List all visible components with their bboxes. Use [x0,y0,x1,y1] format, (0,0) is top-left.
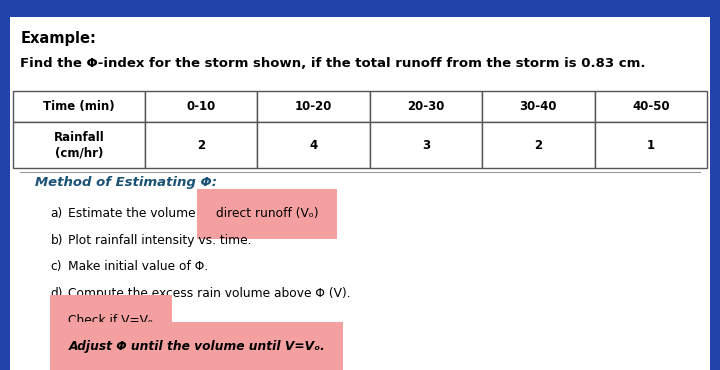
Bar [482,91,595,122]
Text: Check if V=Vₒ: Check if V=Vₒ [68,314,153,327]
Text: Time (min): Time (min) [43,100,114,113]
Bar [595,122,707,168]
Text: Example:: Example: [20,31,96,47]
Text: c): c) [50,260,62,273]
Text: Make initial value of Φ.: Make initial value of Φ. [68,260,209,273]
Bar [145,122,257,168]
Text: e): e) [50,314,63,327]
Text: Rainfall
(cm/hr): Rainfall (cm/hr) [53,131,104,159]
Text: Adjust Φ until the volume until V=Vₒ.: Adjust Φ until the volume until V=Vₒ. [68,340,325,353]
Text: 3: 3 [422,139,430,152]
Bar [482,122,595,168]
Text: d): d) [50,287,63,300]
Text: Estimate the volume of: Estimate the volume of [68,207,216,220]
Bar [257,91,369,122]
Text: Method of Estimating Φ:: Method of Estimating Φ: [35,176,217,189]
Bar [257,122,369,168]
Bar [369,91,482,122]
Text: 40-50: 40-50 [632,100,670,113]
Text: 20-30: 20-30 [408,100,444,113]
Text: Plot rainfall intensity vs. time.: Plot rainfall intensity vs. time. [68,234,252,247]
Text: b): b) [50,234,63,247]
Bar [13,91,145,122]
Text: direct runoff (Vₒ): direct runoff (Vₒ) [216,207,318,220]
Text: 0-10: 0-10 [186,100,215,113]
Bar [369,122,482,168]
Text: Find the Φ-index for the storm shown, if the total runoff from the storm is 0.83: Find the Φ-index for the storm shown, if… [20,57,646,70]
Text: 2: 2 [534,139,542,152]
Text: 30-40: 30-40 [520,100,557,113]
Text: 1: 1 [647,139,655,152]
Text: a): a) [50,207,63,220]
Text: 10-20: 10-20 [294,100,332,113]
Bar [145,91,257,122]
Bar [13,122,145,168]
Text: f): f) [50,340,60,353]
Text: 2: 2 [197,139,205,152]
Bar [595,91,707,122]
Text: Compute the excess rain volume above Φ (V).: Compute the excess rain volume above Φ (… [68,287,351,300]
Text: 4: 4 [310,139,318,152]
